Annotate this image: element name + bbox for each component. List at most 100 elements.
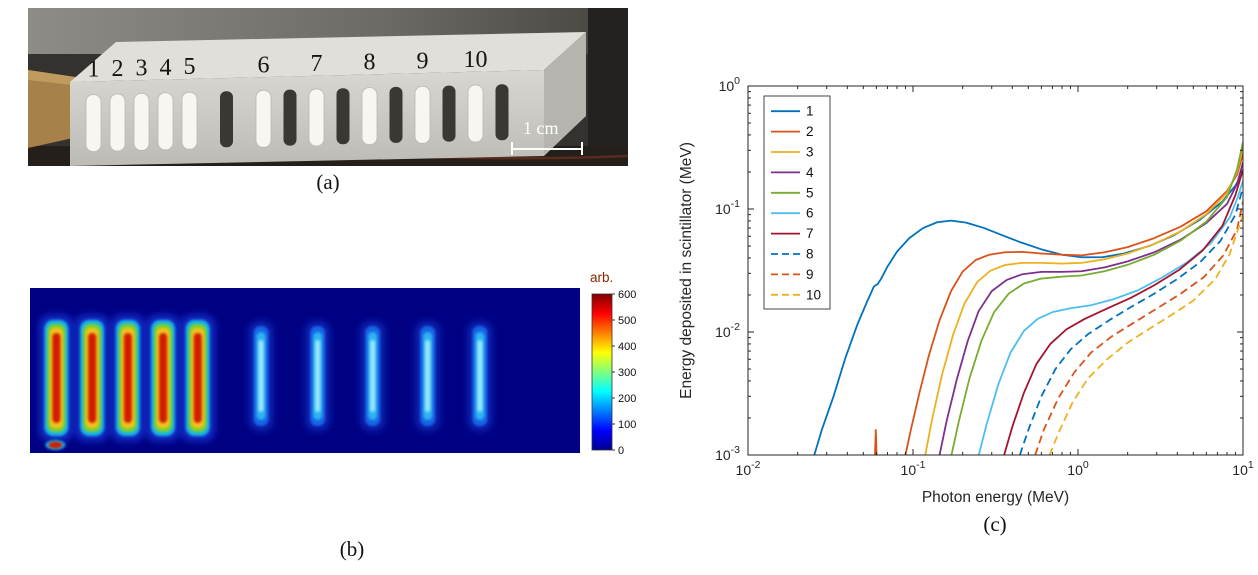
slot-number-3: 3 <box>136 55 148 81</box>
colorbar-tick-label: 500 <box>618 315 636 327</box>
series-line-1 <box>813 171 1243 455</box>
y-tick-label: 10-3 <box>715 444 740 463</box>
y-tick-label: 10-2 <box>715 321 740 340</box>
caption-c: (c) <box>983 512 1007 536</box>
photo-background-right <box>588 8 628 166</box>
legend-label-3: 3 <box>806 145 814 160</box>
slot-number-10: 10 <box>464 47 488 73</box>
caption-a: (a) <box>316 170 340 194</box>
series-line-2 <box>874 153 1243 455</box>
scintillator-slot-1 <box>85 94 102 152</box>
series-line-5 <box>950 141 1243 455</box>
emission-bar-core <box>370 340 376 412</box>
legend-label-5: 5 <box>806 185 814 200</box>
series-line-9 <box>1034 201 1243 455</box>
colorbar-tick-label: 200 <box>618 393 636 405</box>
legend-label-9: 9 <box>806 267 814 282</box>
slot-number-9: 9 <box>417 48 429 74</box>
emission-blob-core <box>48 441 63 449</box>
emission-bar-core <box>52 333 61 423</box>
emission-bar-9 <box>415 321 441 431</box>
emission-bar-8 <box>360 321 386 431</box>
colorbar-tick-label: 600 <box>618 289 636 301</box>
y-tick-label: 10-1 <box>715 198 740 217</box>
scintillator-slot-6 <box>255 89 272 148</box>
series-line-7 <box>1003 169 1243 455</box>
legend-box <box>763 95 831 310</box>
panel-a-photo: 1 2 3 4 5 6 7 8 9 10 1 cm <box>28 8 628 166</box>
emission-bar-4 <box>146 315 181 441</box>
x-tick-label: 10-1 <box>901 459 926 478</box>
emission-bar-core <box>425 340 431 412</box>
slot-number-2: 2 <box>112 56 124 82</box>
block-top-face <box>70 32 586 82</box>
legend-label-6: 6 <box>806 206 814 221</box>
plot-box <box>747 85 1244 456</box>
scintillator-slot-7 <box>308 88 325 147</box>
legend: 1 2 3 4 5 6 7 8 9 10 <box>763 95 831 310</box>
empty-slot <box>220 91 233 148</box>
emission-bar-3 <box>110 315 145 441</box>
series-line-6 <box>977 180 1243 455</box>
colorbar-tick-label: 100 <box>618 419 636 431</box>
slot-number-7: 7 <box>311 51 323 77</box>
legend-label-2: 2 <box>806 124 814 139</box>
colorbar-tick-label: 400 <box>618 341 636 353</box>
emission-bar-5 <box>180 315 215 441</box>
series-line-3 <box>924 146 1243 455</box>
emission-bar-core <box>477 340 483 412</box>
emission-bar-core <box>193 333 202 423</box>
legend-label-7: 7 <box>806 226 814 241</box>
legend-label-10: 10 <box>806 287 821 302</box>
emission-bar-6 <box>248 321 274 431</box>
series-line-8 <box>1018 187 1243 455</box>
scintillator-slot-10 <box>467 84 484 143</box>
colorbar-tick-label: 300 <box>618 367 636 379</box>
series-line-4 <box>938 161 1243 455</box>
empty-slot <box>495 84 509 141</box>
emission-bar-2 <box>75 315 110 441</box>
colorbar-tick-label: 0 <box>618 445 624 457</box>
legend-label-1: 1 <box>806 104 814 119</box>
scintillator-slot-2 <box>109 93 126 152</box>
emission-bar-core <box>88 333 97 423</box>
y-tick-label: 100 <box>719 75 741 94</box>
slot-number-1: 1 <box>88 57 100 83</box>
legend-label-8: 8 <box>806 247 814 262</box>
colorbar <box>591 293 613 451</box>
empty-slot <box>283 89 297 146</box>
series-line-10 <box>1048 214 1243 455</box>
block-right-face <box>544 32 586 156</box>
series-group <box>813 141 1243 455</box>
x-tick-label: 101 <box>1232 459 1254 478</box>
scale-bar-label: 1 cm <box>523 118 559 138</box>
emission-bar-core <box>123 333 132 423</box>
scintillator-slot-4 <box>157 92 174 151</box>
slot-number-4: 4 <box>160 55 172 81</box>
panel-b-scintillation-image: arb. 600 500 400 300 200 100 0 <box>30 270 636 457</box>
scintillator-slot-5 <box>181 91 198 150</box>
emission-bar-core <box>159 333 168 423</box>
y-axis-label: Energy deposited in scintillator (MeV) <box>678 142 695 399</box>
x-tick-label: 100 <box>1067 459 1089 478</box>
scintillator-slot-9 <box>414 85 431 144</box>
emission-bar-7 <box>305 321 331 431</box>
scintillator-slot-3 <box>133 92 150 151</box>
x-tick-label: 10-2 <box>736 459 761 478</box>
x-axis-label: Photon energy (MeV) <box>922 489 1069 506</box>
caption-b: (b) <box>339 537 365 561</box>
wood-support <box>28 70 82 148</box>
emission-bar-1 <box>39 315 74 450</box>
slot-number-6: 6 <box>258 52 270 78</box>
empty-slot <box>389 86 403 143</box>
emission-bar-10 <box>467 321 493 431</box>
scintillator-slot-8 <box>361 87 378 146</box>
empty-slot <box>442 85 456 142</box>
wood-support-top <box>28 70 82 86</box>
legend-label-4: 4 <box>806 165 814 180</box>
colorbar-title: arb. <box>590 270 613 285</box>
empty-slot <box>336 88 350 145</box>
emission-bar-core <box>258 340 264 412</box>
slot-number-8: 8 <box>364 50 376 76</box>
